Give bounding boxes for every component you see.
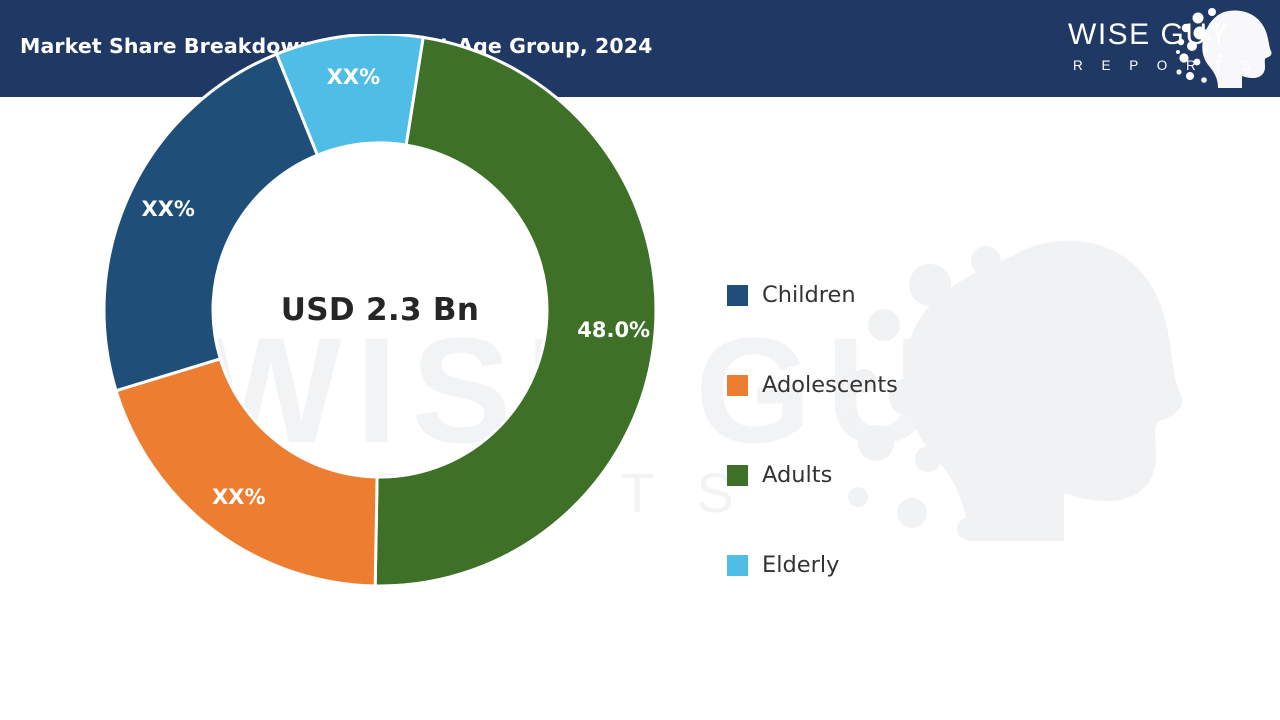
legend-item-elderly[interactable]: Elderly	[727, 520, 1027, 610]
donut-slice-children[interactable]	[102, 52, 320, 393]
legend-label-adults: Adults	[762, 462, 833, 488]
legend-item-adults[interactable]: Adults	[727, 430, 1027, 520]
legend-swatch-adults	[727, 464, 748, 486]
logo-wordmark-secondary: R E P O R T S	[1073, 58, 1258, 73]
legend-swatch-children	[727, 284, 748, 306]
donut-slice-adolescents[interactable]	[114, 356, 379, 588]
legend-label-adolescents: Adolescents	[762, 372, 898, 398]
header-bar: Market Share Breakdown, By Patient Age G…	[0, 0, 1280, 97]
dotted-head-silhouette-icon	[1176, 8, 1272, 88]
legend-item-children[interactable]: Children	[727, 250, 1027, 340]
wise-guy-reports-logo: WISE GUY R E P O R T S	[1064, 6, 1276, 90]
donut-slice-group	[102, 32, 658, 588]
legend-label-children: Children	[762, 282, 856, 308]
legend-swatch-elderly	[727, 554, 748, 576]
legend-label-elderly: Elderly	[762, 552, 840, 578]
legend-swatch-adolescents	[727, 374, 748, 396]
donut-slice-adults[interactable]	[373, 35, 658, 588]
legend-item-adolescents[interactable]: Adolescents	[727, 340, 1027, 430]
donut-svg	[102, 32, 658, 588]
donut-chart: USD 2.3 Bn 48.0% XX% XX% XX%	[102, 32, 658, 588]
chart-legend: Children Adolescents Adults Elderly	[727, 250, 1027, 610]
donut-slice-elderly[interactable]	[274, 32, 425, 158]
